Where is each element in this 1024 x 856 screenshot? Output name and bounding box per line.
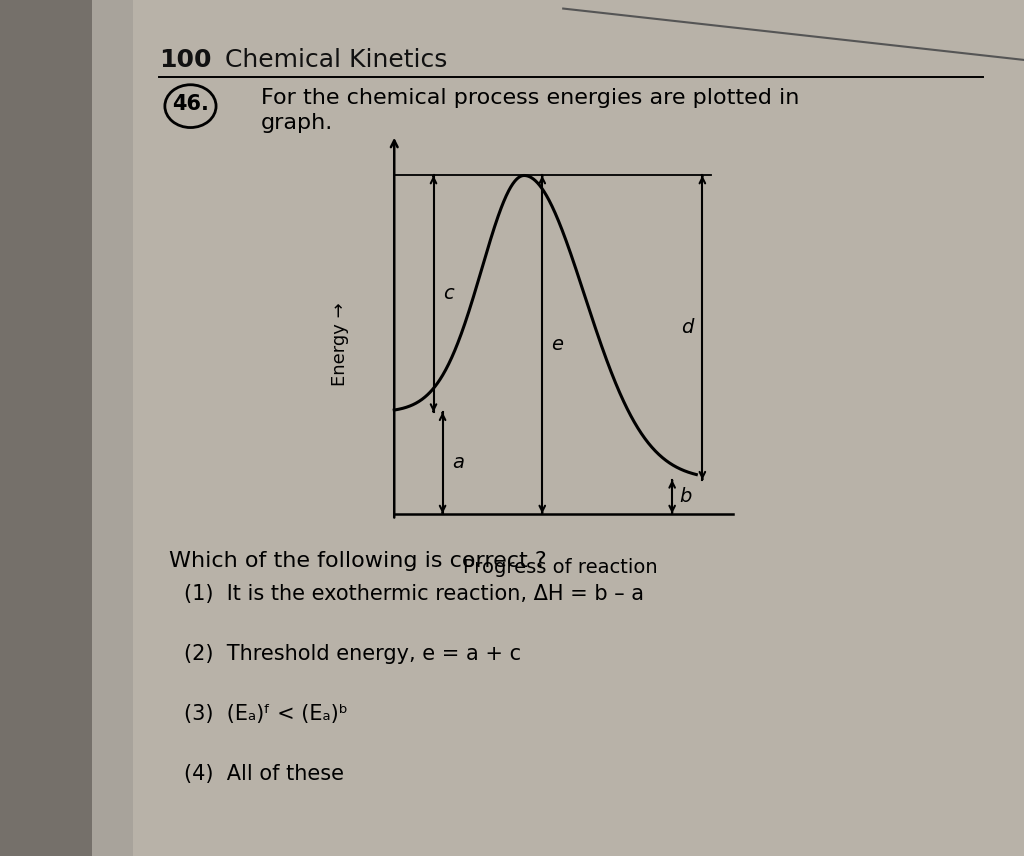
Text: (1)  It is the exothermic reaction, ΔH = b – a: (1) It is the exothermic reaction, ΔH = … — [184, 584, 644, 603]
Text: Progress of reaction: Progress of reaction — [463, 558, 657, 577]
Text: For the chemical process energies are plotted in: For the chemical process energies are pl… — [261, 88, 800, 108]
Text: Energy →: Energy → — [331, 303, 349, 386]
Text: d: d — [681, 318, 693, 337]
Text: (4)  All of these: (4) All of these — [184, 764, 344, 783]
Text: e: e — [552, 335, 563, 354]
Text: (3)  (Eₐ)ᶠ < (Eₐ)ᵇ: (3) (Eₐ)ᶠ < (Eₐ)ᵇ — [184, 704, 348, 723]
Text: graph.: graph. — [261, 113, 334, 133]
Bar — [0, 0, 92, 856]
Text: 100: 100 — [159, 48, 211, 72]
Text: Chemical Kinetics: Chemical Kinetics — [225, 48, 447, 72]
Text: (2)  Threshold energy, e = a + c: (2) Threshold energy, e = a + c — [184, 644, 521, 663]
Text: Which of the following is correct ?: Which of the following is correct ? — [169, 551, 547, 571]
Text: c: c — [442, 284, 454, 303]
Bar — [92, 0, 133, 856]
Text: a: a — [452, 454, 464, 473]
Text: 46.: 46. — [172, 94, 209, 115]
Text: b: b — [679, 487, 691, 506]
